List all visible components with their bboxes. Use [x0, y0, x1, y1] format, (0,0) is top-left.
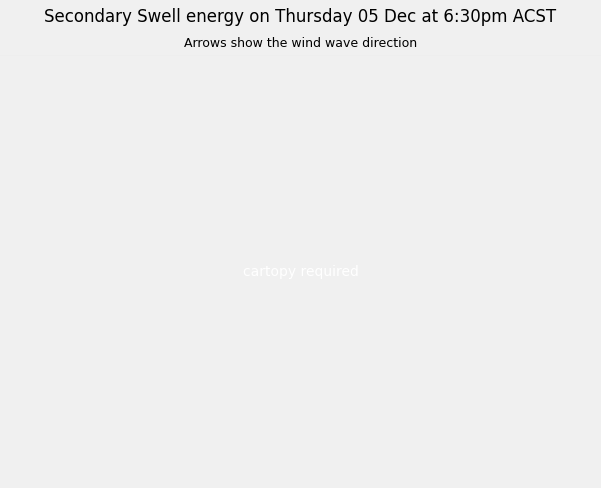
- Text: Secondary Swell energy on Thursday 05 Dec at 6:30pm ACST: Secondary Swell energy on Thursday 05 De…: [44, 8, 557, 26]
- Text: Arrows show the wind wave direction: Arrows show the wind wave direction: [184, 37, 417, 50]
- Text: cartopy required: cartopy required: [243, 265, 358, 279]
